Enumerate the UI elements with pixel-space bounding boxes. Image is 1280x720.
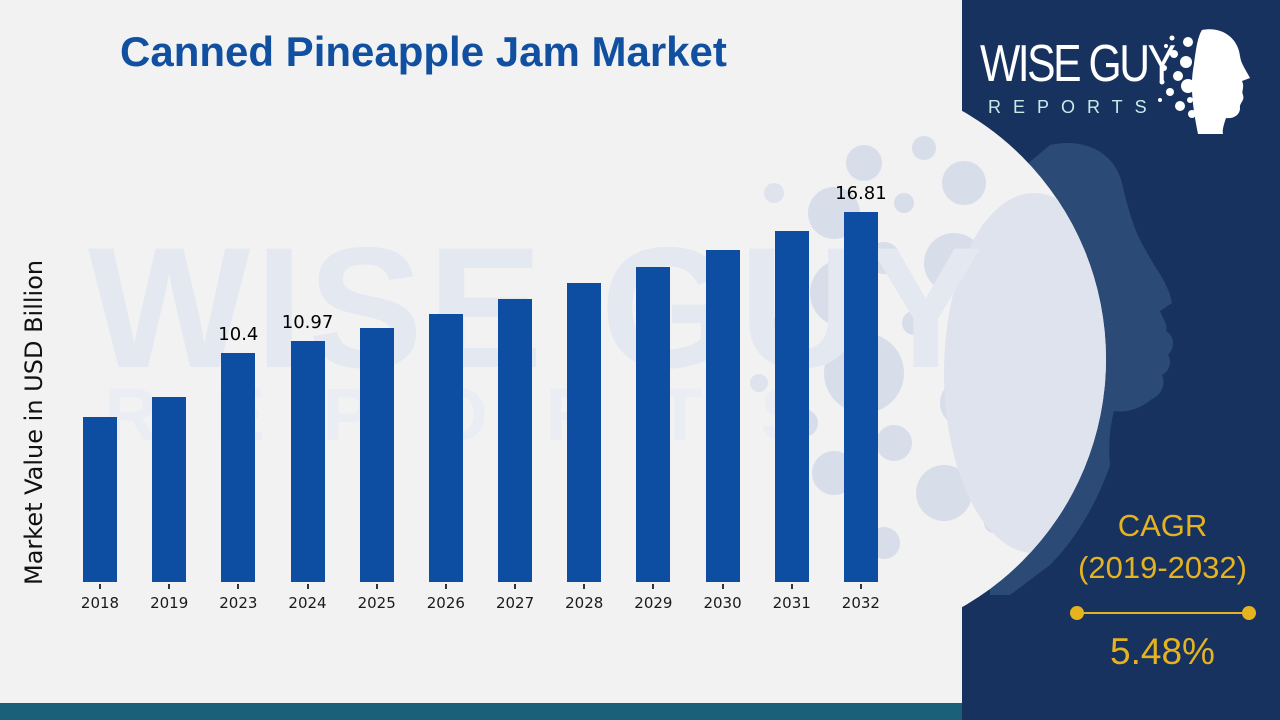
x-axis-label: 2025 bbox=[357, 594, 396, 612]
axis-tick bbox=[514, 584, 517, 589]
bar bbox=[359, 327, 394, 582]
bar-group: 2029 bbox=[634, 180, 672, 612]
x-axis-label: 2023 bbox=[219, 594, 258, 612]
x-axis-label: 2030 bbox=[703, 594, 742, 612]
x-axis-label: 2024 bbox=[288, 594, 327, 612]
bar-value-label: 16.81 bbox=[835, 183, 887, 205]
axis-tick bbox=[99, 584, 101, 589]
y-axis-label: Market Value in USD Billion bbox=[20, 259, 48, 585]
bar bbox=[636, 267, 671, 582]
bar bbox=[152, 397, 187, 582]
axis-tick bbox=[237, 584, 240, 589]
brand-head-icon bbox=[1150, 24, 1260, 134]
axis-tick bbox=[721, 584, 724, 589]
x-axis-label: 2028 bbox=[565, 594, 604, 612]
axis-tick bbox=[790, 584, 793, 589]
axis-tick bbox=[306, 584, 309, 589]
bar-group: 2018 bbox=[81, 180, 119, 612]
bar-group: 16.81 2032 bbox=[835, 180, 887, 612]
bar bbox=[498, 298, 533, 582]
bar-group: 10.4 2023 bbox=[218, 180, 259, 612]
brand-subname: REPORTS bbox=[988, 97, 1159, 117]
cagr-range: (2019-2032) bbox=[1078, 549, 1247, 585]
cagr-value: 5.48% bbox=[1110, 631, 1215, 673]
x-axis-label: 2032 bbox=[841, 594, 880, 612]
bar-group: 2026 bbox=[427, 180, 465, 612]
x-axis-label: 2018 bbox=[80, 594, 120, 612]
bar-value-label: 10.4 bbox=[218, 324, 259, 346]
bar-value-label: 10.97 bbox=[281, 311, 334, 333]
cagr-line-dot bbox=[1241, 606, 1256, 621]
brand-name: WISE GUY bbox=[980, 35, 1176, 93]
x-axis-label: 2019 bbox=[150, 594, 189, 612]
bar bbox=[843, 212, 878, 582]
axis-tick bbox=[375, 584, 378, 589]
cagr-line bbox=[1069, 606, 1256, 621]
bar-group: 2031 bbox=[773, 180, 811, 612]
page-title: Canned Pineapple Jam Market bbox=[120, 28, 727, 75]
bar-group: 2028 bbox=[565, 180, 603, 612]
bar bbox=[221, 353, 256, 582]
bar bbox=[83, 417, 117, 582]
bar bbox=[567, 283, 602, 582]
bar bbox=[705, 249, 740, 582]
bar-group: 2025 bbox=[358, 180, 396, 612]
cagr-heading: CAGR bbox=[1117, 508, 1208, 543]
brand-logo: WISE GUY REPORTS bbox=[980, 29, 1250, 134]
footer-bar bbox=[0, 703, 962, 720]
bar-group: 2030 bbox=[703, 180, 742, 612]
bar-group: 10.97 2024 bbox=[282, 180, 334, 612]
bar-group: 2019 bbox=[150, 180, 188, 612]
bar bbox=[428, 313, 463, 582]
bar-group: 2027 bbox=[496, 180, 534, 612]
axis-tick bbox=[652, 584, 655, 589]
axis-tick bbox=[168, 584, 171, 589]
bar-chart: 2018 2019 10.4 2023 10.97 2024 bbox=[81, 180, 887, 612]
axis-tick bbox=[859, 584, 862, 589]
cagr-block: CAGR (2019-2032) 5.48% bbox=[1050, 508, 1275, 673]
bar bbox=[774, 231, 809, 582]
bar bbox=[290, 340, 325, 582]
x-axis-label: 2031 bbox=[772, 594, 811, 612]
x-axis-label: 2027 bbox=[495, 594, 535, 612]
cagr-line-dot bbox=[1069, 606, 1084, 621]
axis-tick bbox=[583, 584, 586, 589]
x-axis-label: 2026 bbox=[426, 594, 465, 612]
axis-tick bbox=[444, 584, 447, 589]
x-axis-label: 2029 bbox=[634, 594, 673, 612]
